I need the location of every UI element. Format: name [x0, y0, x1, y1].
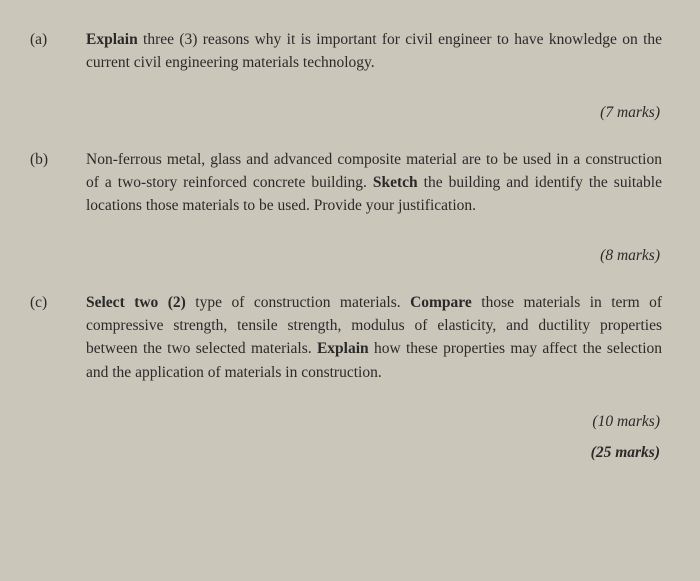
question-c-bold3: Explain [317, 340, 369, 357]
question-a-marks: (7 marks) [30, 101, 662, 124]
question-a-bold: Explain [86, 31, 138, 48]
question-a-body: Explain three (3) reasons why it is impo… [86, 28, 662, 75]
question-b: (b) Non-ferrous metal, glass and advance… [30, 148, 662, 267]
question-a-row: (a) Explain three (3) reasons why it is … [30, 28, 662, 75]
question-b-marks: (8 marks) [30, 244, 662, 267]
question-c-row: (c) Select two (2) type of construction … [30, 291, 662, 384]
question-a-label: (a) [30, 28, 86, 51]
question-b-label: (b) [30, 148, 86, 171]
question-c-label: (c) [30, 291, 86, 314]
total-marks: (25 marks) [30, 441, 662, 464]
question-c-mid1: type of construction materials. [186, 294, 410, 311]
question-c-body: Select two (2) type of construction mate… [86, 291, 662, 384]
question-b-body: Non-ferrous metal, glass and advanced co… [86, 148, 662, 218]
question-a-text: three (3) reasons why it is important fo… [86, 31, 662, 71]
question-c-bold2: Compare [410, 294, 472, 311]
question-b-bold: Sketch [373, 174, 418, 191]
question-a: (a) Explain three (3) reasons why it is … [30, 28, 662, 124]
question-c-bold1: Select two (2) [86, 294, 186, 311]
question-c: (c) Select two (2) type of construction … [30, 291, 662, 465]
question-b-row: (b) Non-ferrous metal, glass and advance… [30, 148, 662, 218]
question-c-marks: (10 marks) [30, 410, 662, 433]
